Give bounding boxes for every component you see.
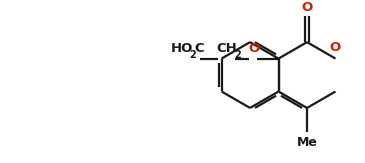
Text: 2: 2 [234,50,241,60]
Text: O: O [330,41,341,54]
Text: O: O [248,42,259,55]
Text: Me: Me [297,136,318,149]
Text: C: C [195,42,204,55]
Text: HO: HO [171,42,193,55]
Text: O: O [301,1,313,14]
Text: 2: 2 [189,50,196,60]
Text: CH: CH [216,42,237,55]
